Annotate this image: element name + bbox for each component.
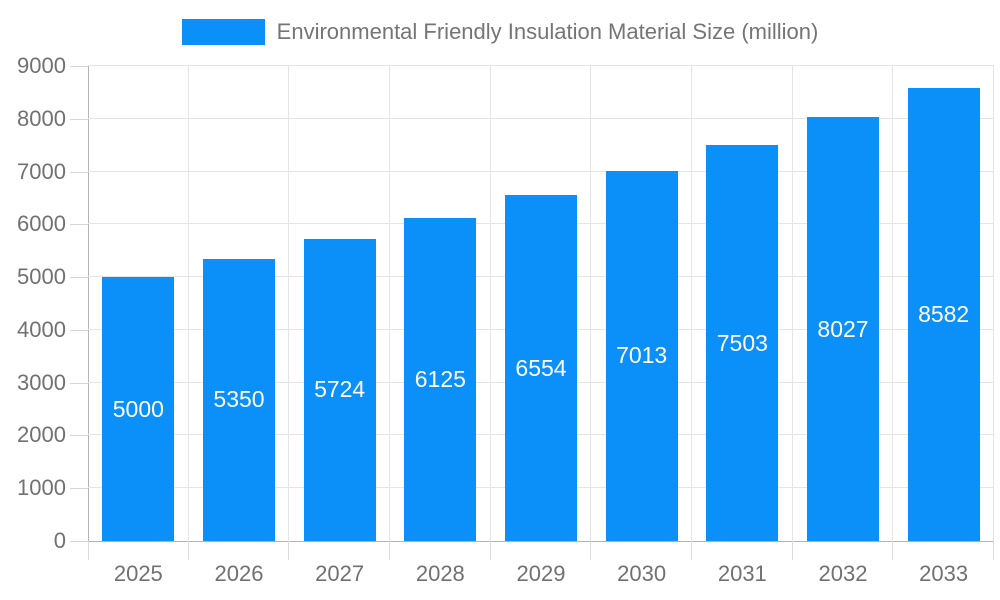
gridline-vertical [489,66,491,541]
y-axis-tick-label: 5000 [17,264,66,290]
bar-value-label: 5724 [314,376,366,403]
y-axis-tick-label: 2000 [17,422,66,448]
y-axis-tick [70,541,88,542]
x-axis-tick [389,541,390,560]
y-axis-tick [70,435,88,437]
bar-2025: 5000 [102,277,175,541]
gridline-vertical [791,66,793,541]
bar-2026: 5350 [203,258,275,541]
x-axis-tick [489,541,491,560]
bar-value-label: 6554 [515,354,567,381]
legend: Environmental Friendly Insulation Materi… [0,18,1000,46]
bar-value-label: 8582 [918,301,970,328]
y-axis-line [88,66,89,541]
x-axis-tick-label: 2033 [919,561,969,586]
y-axis-tick [70,66,88,67]
bar-2032: 8027 [807,117,879,541]
y-axis-tick-label: 3000 [17,369,66,395]
y-axis-tick [70,277,88,279]
bar-value-label: 7013 [616,342,668,369]
bar-value-label: 8027 [817,315,869,342]
bar-2029: 6554 [505,195,577,541]
bar-2033: 8582 [907,88,980,541]
legend-swatch [181,19,265,45]
y-axis-tick [70,118,88,120]
bar-value-label: 5000 [112,395,164,422]
x-axis-tick [590,541,592,560]
x-axis-tick [187,541,189,560]
gridline-vertical [590,66,592,541]
bar-value-label: 6125 [414,365,466,392]
x-axis-line [88,541,994,542]
gridline-horizontal [88,170,994,172]
x-axis-tick [993,541,994,560]
bar-value-label: 7503 [716,329,768,356]
x-axis-tick-label: 2026 [214,561,264,586]
y-axis-tick [70,224,88,226]
y-axis-tick-label: 7000 [17,158,66,184]
bar-2027: 5724 [303,238,376,541]
bar-2031: 7503 [706,145,779,541]
x-axis-tick-label: 2029 [516,561,566,586]
x-axis-tick-label: 2027 [315,561,365,586]
bar-2028: 6125 [404,217,477,541]
x-axis-tick [791,541,793,560]
y-axis-tick [70,171,88,173]
gridline-horizontal [88,65,994,66]
x-axis-tick [88,541,89,560]
x-axis-tick [288,541,290,560]
y-axis-tick-label: 9000 [17,53,66,78]
legend-label: Environmental Friendly Insulation Materi… [276,19,819,44]
gridline-vertical [288,66,290,541]
y-axis-tick [70,382,88,384]
gridline-vertical [892,66,894,541]
x-axis-tick-label: 2032 [818,561,868,586]
x-axis-tick-label: 2025 [113,561,163,586]
y-axis-tick-label: 6000 [17,211,66,237]
x-axis-tick-label: 2030 [617,561,667,586]
y-axis-tick-label: 4000 [17,316,66,342]
gridline-vertical [993,66,994,541]
gridline-vertical [691,66,692,541]
gridline-horizontal [88,117,994,119]
gridline-vertical [187,66,189,541]
plot-area: 5000 5350 5724 6125 6554 7013 7503 8027 8582 [70,65,994,560]
y-axis-tick-label: 1000 [17,475,66,501]
x-axis-tick [691,541,692,560]
y-axis-tick-label: 8000 [17,105,66,131]
x-axis-tick-label: 2028 [415,561,465,586]
gridline-vertical [389,66,390,541]
y-axis-tick [70,488,88,490]
y-axis-tick [70,329,88,331]
bar-value-label: 5350 [213,386,265,413]
bar-2030: 7013 [605,170,678,541]
x-axis-tick [892,541,894,560]
y-axis-tick-label: 0 [53,528,66,553]
x-axis-tick-label: 2031 [717,561,767,586]
